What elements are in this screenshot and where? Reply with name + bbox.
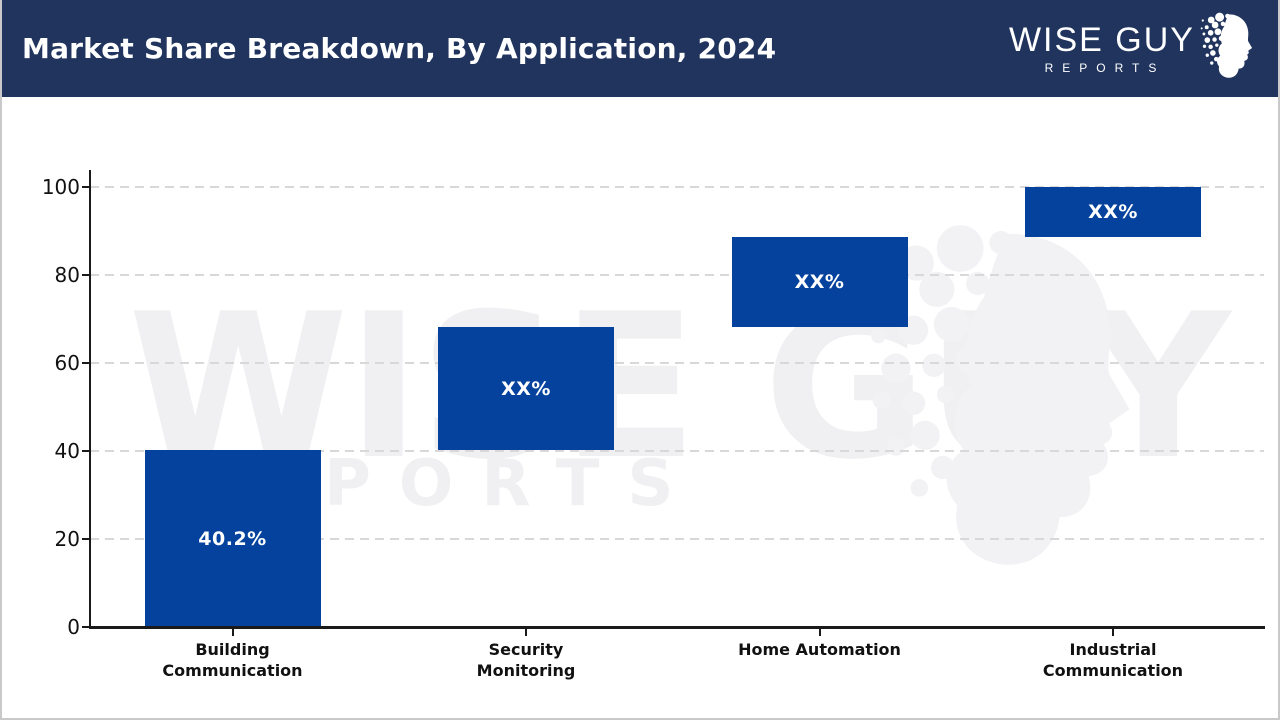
category-label-line: Building	[195, 640, 270, 659]
bar-value-label: XX%	[501, 377, 551, 400]
x-axis-line	[89, 626, 1265, 629]
x-tick-mark	[525, 629, 527, 636]
category-label: Home Automation	[700, 639, 940, 660]
gridline	[90, 538, 1264, 540]
bar: XX%	[731, 237, 908, 327]
y-tick-mark	[82, 362, 90, 364]
page-title: Market Share Breakdown, By Application, …	[22, 32, 777, 65]
bar-value-label: XX%	[1088, 201, 1138, 224]
category-label: Industrial Communication	[993, 639, 1233, 681]
y-tick-label: 100	[41, 175, 80, 199]
logo-wordmark: WISE GUY	[1008, 20, 1195, 59]
y-tick-mark	[82, 186, 90, 188]
category-label-line: Communication	[1042, 661, 1184, 680]
logo-head-icon	[1200, 12, 1253, 78]
bar: 40.2%	[144, 450, 321, 627]
category-label-line: Monitoring	[476, 661, 576, 680]
y-tick-label: 0	[67, 615, 80, 639]
header-bar: Market Share Breakdown, By Application, …	[2, 0, 1278, 97]
x-tick-mark	[818, 629, 821, 636]
wise-guy-logo: WISE GUY REPORTS	[1009, 12, 1256, 85]
gridline	[90, 274, 1264, 276]
bar-value-label: 40.2%	[198, 527, 267, 550]
category-label-line: Communication	[162, 661, 303, 680]
y-tick-mark	[82, 450, 90, 452]
bar-value-label: XX%	[794, 271, 845, 294]
x-tick-mark	[1112, 629, 1114, 636]
category-label-line: Security	[488, 640, 564, 659]
logo-text: WISE GUY REPORTS	[1009, 23, 1195, 75]
category-label: Building Communication	[113, 639, 353, 681]
category-label-line: Home Automation	[738, 640, 901, 659]
gridline	[90, 186, 1264, 188]
logo-subtitle: REPORTS	[1044, 60, 1166, 75]
y-tick-mark	[82, 626, 90, 628]
category-label-line: Industrial	[1069, 640, 1157, 659]
category-label: Security Monitoring	[406, 639, 646, 681]
y-axis-line	[89, 170, 91, 628]
gridline	[90, 362, 1264, 364]
y-tick-label: 80	[54, 263, 80, 287]
gridline	[90, 450, 1264, 452]
y-tick-label: 60	[54, 351, 80, 375]
y-tick-label: 20	[54, 527, 80, 551]
y-tick-mark	[82, 274, 90, 276]
x-tick-mark	[231, 629, 234, 636]
bar: XX%	[438, 326, 614, 451]
y-tick-mark	[82, 538, 90, 540]
y-tick-label: 40	[54, 439, 80, 463]
bar: XX%	[1025, 187, 1201, 238]
